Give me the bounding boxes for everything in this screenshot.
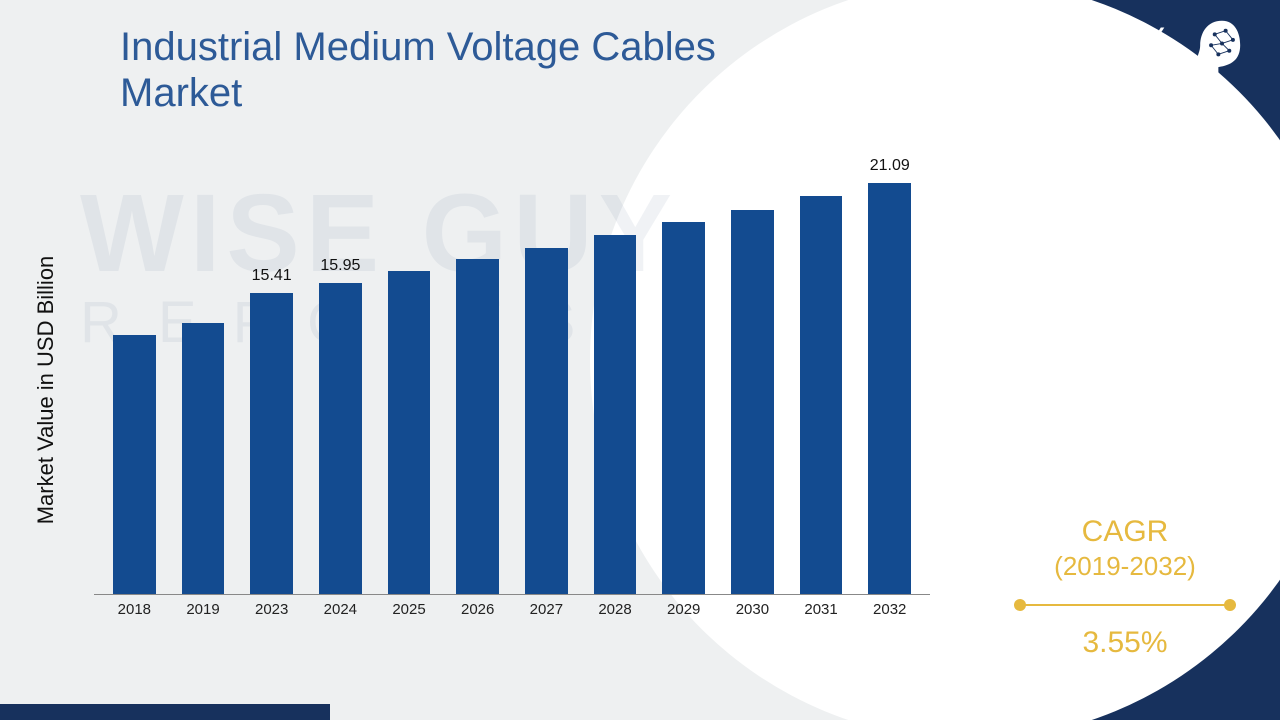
plot-area: 15.41 15.95 21.09 xyxy=(94,155,930,595)
bar-slot xyxy=(100,155,169,594)
bar-slot xyxy=(787,155,856,594)
bar-rect xyxy=(388,271,431,594)
x-tick-label: 2029 xyxy=(649,595,718,625)
x-tick-label: 2031 xyxy=(787,595,856,625)
bar-slot xyxy=(512,155,581,594)
bar-slot: 15.95 xyxy=(306,155,375,594)
x-tick-label: 2018 xyxy=(100,595,169,625)
x-tick-label: 2026 xyxy=(443,595,512,625)
bar-slot xyxy=(375,155,444,594)
cagr-divider xyxy=(1020,604,1230,606)
footer-strip xyxy=(0,704,330,720)
bar-rect xyxy=(182,323,225,594)
logo-text-main: WISE GUY xyxy=(988,21,1184,60)
bar-rect xyxy=(800,196,843,594)
bar-rect xyxy=(113,335,156,594)
cagr-title: CAGR xyxy=(1010,515,1240,549)
bar-rect xyxy=(731,210,774,594)
cagr-value: 3.55% xyxy=(1010,626,1240,660)
bars-container: 15.41 15.95 21.09 xyxy=(94,155,930,594)
figure-canvas: WISE GUY REPORTS Industrial Medium Volta… xyxy=(0,0,1280,720)
y-axis-label: Market Value in USD Billion xyxy=(33,256,59,525)
logo-text-sub: REPORTS xyxy=(990,56,1184,76)
x-tick-label: 2024 xyxy=(306,595,375,625)
x-tick-label: 2030 xyxy=(718,595,787,625)
bar-rect xyxy=(868,183,911,594)
bar-slot: 15.41 xyxy=(237,155,306,594)
bar-chart: Market Value in USD Billion 15.4115.9521… xyxy=(60,155,930,625)
x-tick-label: 2019 xyxy=(169,595,238,625)
bar-rect xyxy=(594,235,637,594)
x-tick-label: 2028 xyxy=(581,595,650,625)
bar-slot xyxy=(718,155,787,594)
cagr-block: CAGR (2019-2032) 3.55% xyxy=(1010,515,1240,660)
bar-rect xyxy=(662,222,705,594)
x-axis-labels: 2018201920232024202520262027202820292030… xyxy=(94,595,930,625)
x-tick-label: 2032 xyxy=(855,595,924,625)
bar-rect xyxy=(456,259,499,594)
x-tick-label: 2025 xyxy=(375,595,444,625)
chart-title: Industrial Medium Voltage Cables Market xyxy=(120,24,840,116)
bar-slot xyxy=(443,155,512,594)
bar-value-label: 21.09 xyxy=(870,157,910,177)
bar-rect xyxy=(250,293,293,594)
x-tick-label: 2027 xyxy=(512,595,581,625)
bar-rect xyxy=(525,248,568,594)
bar-slot xyxy=(649,155,718,594)
bar-rect xyxy=(319,283,362,594)
bar-value-label: 15.41 xyxy=(252,267,292,287)
bar-slot: 21.09 xyxy=(855,155,924,594)
bar-slot xyxy=(169,155,238,594)
bar-value-label: 15.95 xyxy=(320,257,360,277)
x-tick-label: 2023 xyxy=(237,595,306,625)
bar-slot xyxy=(581,155,650,594)
cagr-range: (2019-2032) xyxy=(1010,551,1240,582)
brand-logo: WISE GUY REPORTS xyxy=(988,18,1258,78)
head-icon xyxy=(1194,18,1250,78)
